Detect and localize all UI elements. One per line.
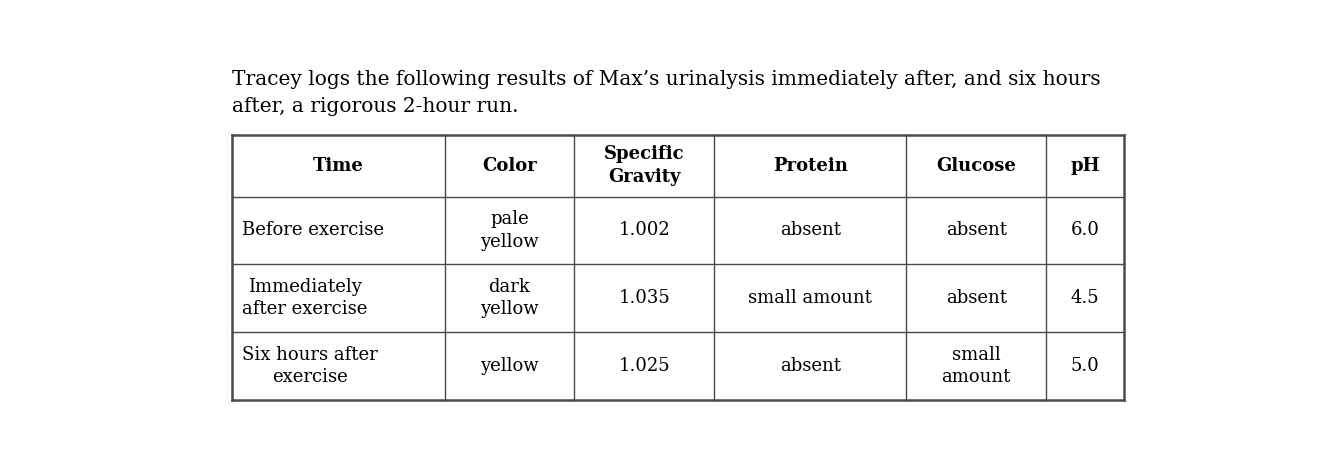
Text: dark
yellow: dark yellow xyxy=(480,278,538,318)
Text: Color: Color xyxy=(482,157,537,174)
Text: absent: absent xyxy=(779,357,841,375)
Text: 1.002: 1.002 xyxy=(618,221,671,239)
Text: Immediately
after exercise: Immediately after exercise xyxy=(242,278,368,318)
Text: Before exercise: Before exercise xyxy=(242,221,384,239)
Text: small amount: small amount xyxy=(749,289,872,307)
Text: Glucose: Glucose xyxy=(937,157,1016,174)
Text: Six hours after
exercise: Six hours after exercise xyxy=(242,345,378,386)
Text: 1.025: 1.025 xyxy=(619,357,671,375)
Text: Specific
Gravity: Specific Gravity xyxy=(605,146,684,186)
Text: 1.035: 1.035 xyxy=(618,289,671,307)
Text: yellow: yellow xyxy=(480,357,538,375)
Text: pale
yellow: pale yellow xyxy=(480,210,538,251)
Text: pH: pH xyxy=(1070,157,1099,174)
Text: Time: Time xyxy=(314,157,364,174)
Text: small
amount: small amount xyxy=(942,345,1011,386)
Text: absent: absent xyxy=(946,221,1007,239)
Text: absent: absent xyxy=(946,289,1007,307)
Text: Protein: Protein xyxy=(773,157,848,174)
Text: absent: absent xyxy=(779,221,841,239)
Text: Tracey logs the following results of Max’s urinalysis immediately after, and six: Tracey logs the following results of Max… xyxy=(232,70,1101,116)
Text: 4.5: 4.5 xyxy=(1070,289,1099,307)
Text: 6.0: 6.0 xyxy=(1070,221,1099,239)
Text: 5.0: 5.0 xyxy=(1070,357,1099,375)
